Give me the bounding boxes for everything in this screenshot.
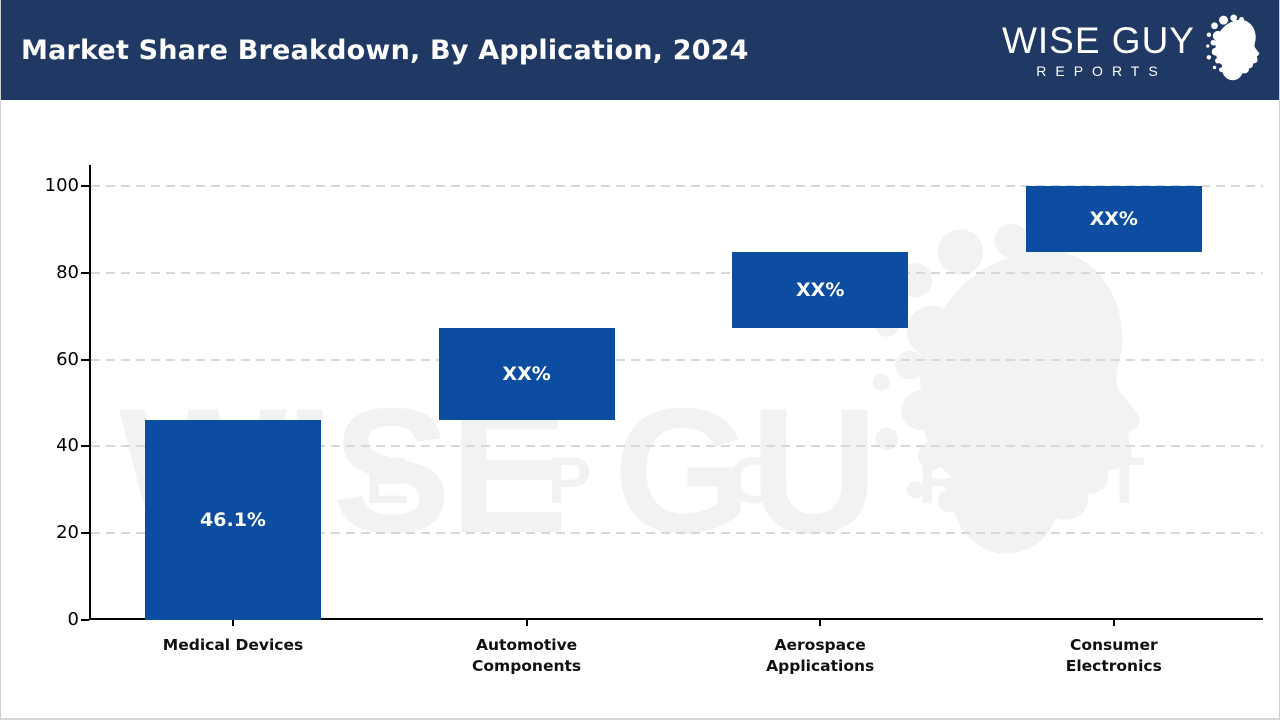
logo-text: WISE GUY REPORTS bbox=[1002, 22, 1195, 79]
bar-consumer-electronics: XX% bbox=[1025, 186, 1202, 252]
x-tick-mark bbox=[819, 620, 822, 626]
y-tick-mark bbox=[81, 532, 89, 535]
bar-value-label: 46.1% bbox=[200, 508, 266, 531]
wise-guy-logo: WISE GUY REPORTS bbox=[1002, 8, 1263, 92]
y-tick-label: 100 bbox=[44, 175, 79, 196]
y-tick-mark bbox=[81, 445, 89, 448]
logo-wordmark: WISE GUY bbox=[1001, 19, 1195, 61]
category-label: Consumer Electronics bbox=[1065, 636, 1162, 675]
bar-value-label: XX% bbox=[796, 278, 845, 301]
y-tick-mark bbox=[81, 358, 89, 361]
y-tick-mark bbox=[81, 185, 89, 187]
category-label: Automotive Components bbox=[472, 636, 582, 675]
y-tick-label: 80 bbox=[56, 261, 79, 283]
page-title: Market Share Breakdown, By Application, … bbox=[21, 34, 749, 66]
y-tick-label: 20 bbox=[56, 522, 79, 544]
y-tick-mark bbox=[81, 619, 89, 621]
gridline-100 bbox=[91, 185, 1263, 187]
y-tick-mark bbox=[81, 271, 89, 274]
bar-value-label: XX% bbox=[502, 362, 551, 385]
bar-value-label: XX% bbox=[1089, 207, 1138, 230]
gridline-80 bbox=[91, 271, 1263, 274]
x-tick-mark bbox=[525, 620, 528, 626]
y-tick-label: 60 bbox=[56, 348, 79, 370]
plot-area: 0 20 40 60 80 100 46.1% Medical Devices XX% Autom… bbox=[45, 165, 1263, 675]
logo-subtitle: REPORTS bbox=[1036, 62, 1167, 79]
dotted-head-icon bbox=[1201, 8, 1263, 92]
bar-aerospace-applications: XX% bbox=[732, 251, 909, 328]
header-bar: Market Share Breakdown, By Application, … bbox=[1, 0, 1279, 100]
gridline-60 bbox=[91, 358, 1263, 361]
y-tick-label: 0 bbox=[67, 609, 79, 630]
bar-automotive-components: XX% bbox=[438, 327, 615, 420]
gridline-40 bbox=[91, 445, 1263, 448]
category-label: Aerospace Applications bbox=[766, 636, 875, 675]
y-tick-label: 40 bbox=[56, 435, 79, 457]
x-tick-mark bbox=[232, 620, 234, 626]
bar-medical-devices: 46.1% bbox=[145, 419, 321, 620]
x-tick-mark bbox=[1112, 620, 1115, 626]
gridline-20 bbox=[91, 532, 1263, 535]
chart-area: WISE GU Y R E P O R T S 0 20 40 60 80 100 46.1… bbox=[1, 100, 1279, 718]
category-label: Medical Devices bbox=[162, 636, 304, 654]
